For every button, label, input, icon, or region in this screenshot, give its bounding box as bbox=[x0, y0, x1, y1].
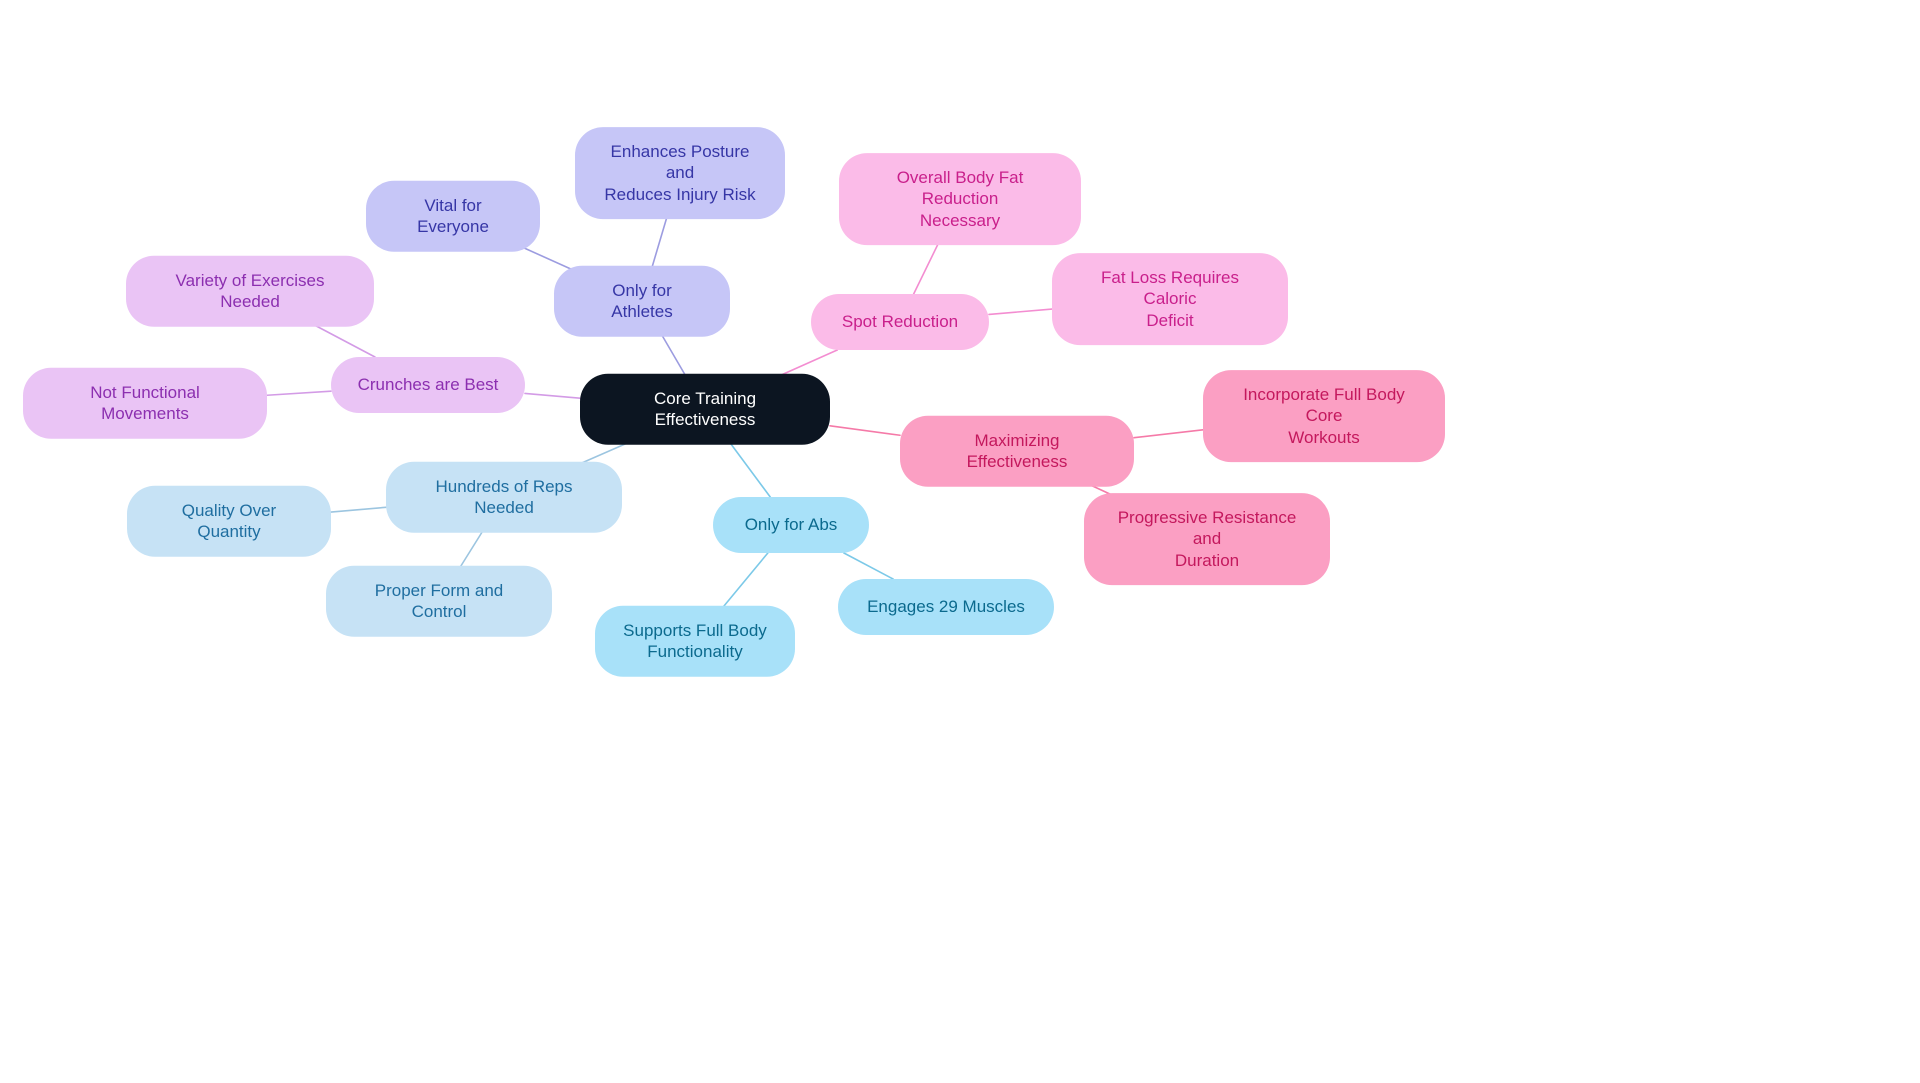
node-label: Quality Over Quantity bbox=[153, 500, 305, 543]
node-label: Core Training Effectiveness bbox=[606, 388, 804, 431]
node-b3[interactable]: Hundreds of Reps Needed bbox=[386, 462, 622, 533]
node-label: Crunches are Best bbox=[358, 374, 499, 395]
node-label: Fat Loss Requires Caloric Deficit bbox=[1078, 267, 1262, 331]
node-label: Progressive Resistance and Duration bbox=[1110, 507, 1304, 571]
node-b6b[interactable]: Progressive Resistance and Duration bbox=[1084, 493, 1330, 585]
node-label: Spot Reduction bbox=[842, 311, 958, 332]
edge bbox=[989, 309, 1052, 314]
edge bbox=[830, 426, 900, 435]
node-b4a[interactable]: Supports Full Body Functionality bbox=[595, 606, 795, 677]
node-label: Enhances Posture and Reduces Injury Risk bbox=[601, 141, 759, 205]
node-b2b[interactable]: Not Functional Movements bbox=[23, 368, 267, 439]
node-b3b[interactable]: Proper Form and Control bbox=[326, 566, 552, 637]
edge bbox=[525, 393, 580, 398]
edge bbox=[331, 507, 386, 512]
node-label: Engages 29 Muscles bbox=[867, 596, 1025, 617]
node-b5b[interactable]: Fat Loss Requires Caloric Deficit bbox=[1052, 253, 1288, 345]
node-b5a[interactable]: Overall Body Fat Reduction Necessary bbox=[839, 153, 1081, 245]
node-label: Only for Athletes bbox=[580, 280, 704, 323]
node-b5[interactable]: Spot Reduction bbox=[811, 294, 989, 350]
node-label: Incorporate Full Body Core Workouts bbox=[1229, 384, 1419, 448]
node-b4[interactable]: Only for Abs bbox=[713, 497, 869, 553]
edge bbox=[844, 553, 893, 579]
node-b3a[interactable]: Quality Over Quantity bbox=[127, 486, 331, 557]
node-b6a[interactable]: Incorporate Full Body Core Workouts bbox=[1203, 370, 1445, 462]
edge bbox=[267, 391, 331, 395]
mindmap-canvas: Core Training Effectiveness Only for Athl… bbox=[0, 0, 1920, 1083]
node-label: Supports Full Body Functionality bbox=[623, 620, 767, 663]
edge bbox=[726, 437, 770, 497]
node-label: Only for Abs bbox=[745, 514, 838, 535]
node-b2a[interactable]: Variety of Exercises Needed bbox=[126, 256, 374, 327]
node-b6[interactable]: Maximizing Effectiveness bbox=[900, 416, 1134, 487]
node-b1b[interactable]: Enhances Posture and Reduces Injury Risk bbox=[575, 127, 785, 219]
node-label: Proper Form and Control bbox=[352, 580, 526, 623]
node-label: Variety of Exercises Needed bbox=[152, 270, 348, 313]
edge bbox=[724, 553, 768, 606]
node-label: Not Functional Movements bbox=[49, 382, 241, 425]
node-b1[interactable]: Only for Athletes bbox=[554, 266, 730, 337]
edge bbox=[1134, 430, 1203, 438]
node-root[interactable]: Core Training Effectiveness bbox=[580, 374, 830, 445]
node-b4b[interactable]: Engages 29 Muscles bbox=[838, 579, 1054, 635]
node-label: Overall Body Fat Reduction Necessary bbox=[865, 167, 1055, 231]
node-label: Hundreds of Reps Needed bbox=[412, 476, 596, 519]
node-label: Maximizing Effectiveness bbox=[926, 430, 1108, 473]
node-b1a[interactable]: Vital for Everyone bbox=[366, 181, 540, 252]
node-label: Vital for Everyone bbox=[392, 195, 514, 238]
node-b2[interactable]: Crunches are Best bbox=[331, 357, 525, 413]
